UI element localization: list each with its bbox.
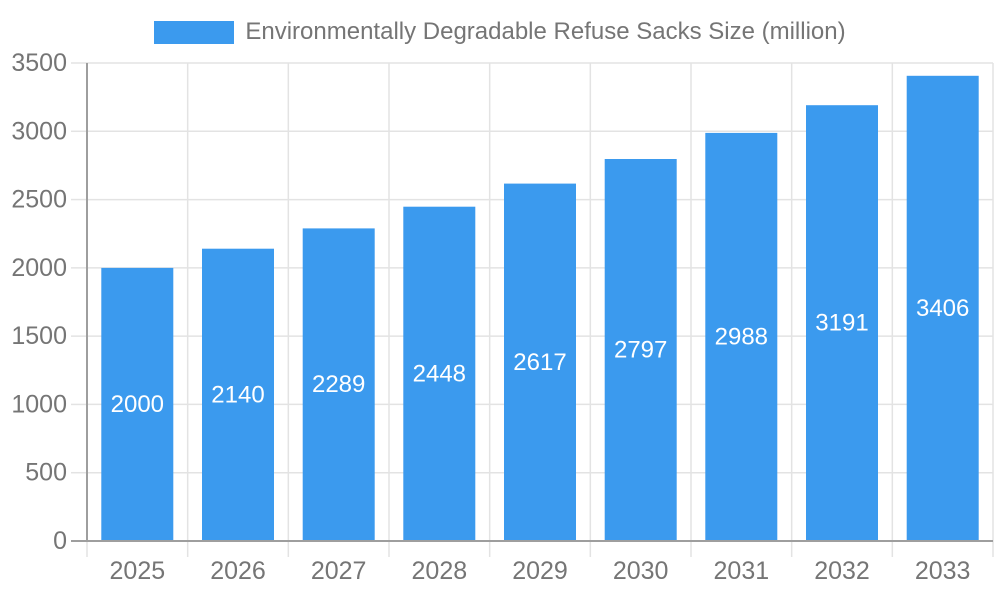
bar-value-label: 3191	[815, 310, 868, 337]
bar-2033	[906, 75, 979, 542]
bar-value-label: 2988	[715, 323, 768, 350]
bar-value-label: 2289	[312, 371, 365, 398]
x-tick-label: 2033	[915, 557, 971, 585]
x-tick-label: 2029	[512, 557, 568, 585]
bar-2026	[202, 248, 274, 541]
y-tick-label: 0	[53, 527, 67, 555]
x-tick-label: 2027	[311, 557, 367, 585]
bar-value-label: 2617	[513, 349, 566, 376]
x-tick-label: 2025	[110, 557, 166, 585]
bar-value-label: 3406	[916, 295, 969, 322]
y-tick-label: 500	[25, 459, 67, 487]
bar-value-label: 2448	[413, 360, 466, 387]
bar-value-label: 2140	[211, 381, 264, 408]
legend-swatch	[154, 20, 235, 44]
bar-2031	[705, 132, 778, 541]
y-tick-label: 2500	[11, 186, 67, 214]
x-tick-label: 2031	[714, 557, 770, 585]
y-tick-label: 1500	[11, 322, 67, 350]
bar-2032	[806, 105, 878, 541]
legend[interactable]: Environmentally Degradable Refuse Sacks …	[0, 19, 1000, 45]
x-tick-label: 2030	[613, 557, 669, 585]
y-tick-label: 3000	[11, 117, 67, 145]
x-tick-label: 2032	[814, 557, 870, 585]
x-tick-label: 2026	[210, 557, 266, 585]
bar-value-label: 2797	[614, 337, 667, 364]
bar-2030	[604, 159, 677, 541]
y-tick-label: 3500	[11, 49, 67, 77]
legend-label: Environmentally Degradable Refuse Sacks …	[245, 18, 846, 45]
bar-2029	[504, 183, 576, 541]
bar-2025	[101, 267, 174, 541]
bar-2028	[403, 206, 476, 541]
bar-2027	[302, 228, 375, 541]
y-tick-label: 1000	[11, 390, 67, 418]
x-tick-label: 2028	[412, 557, 468, 585]
y-tick-label: 2000	[11, 254, 67, 282]
bar-value-label: 2000	[111, 391, 164, 418]
